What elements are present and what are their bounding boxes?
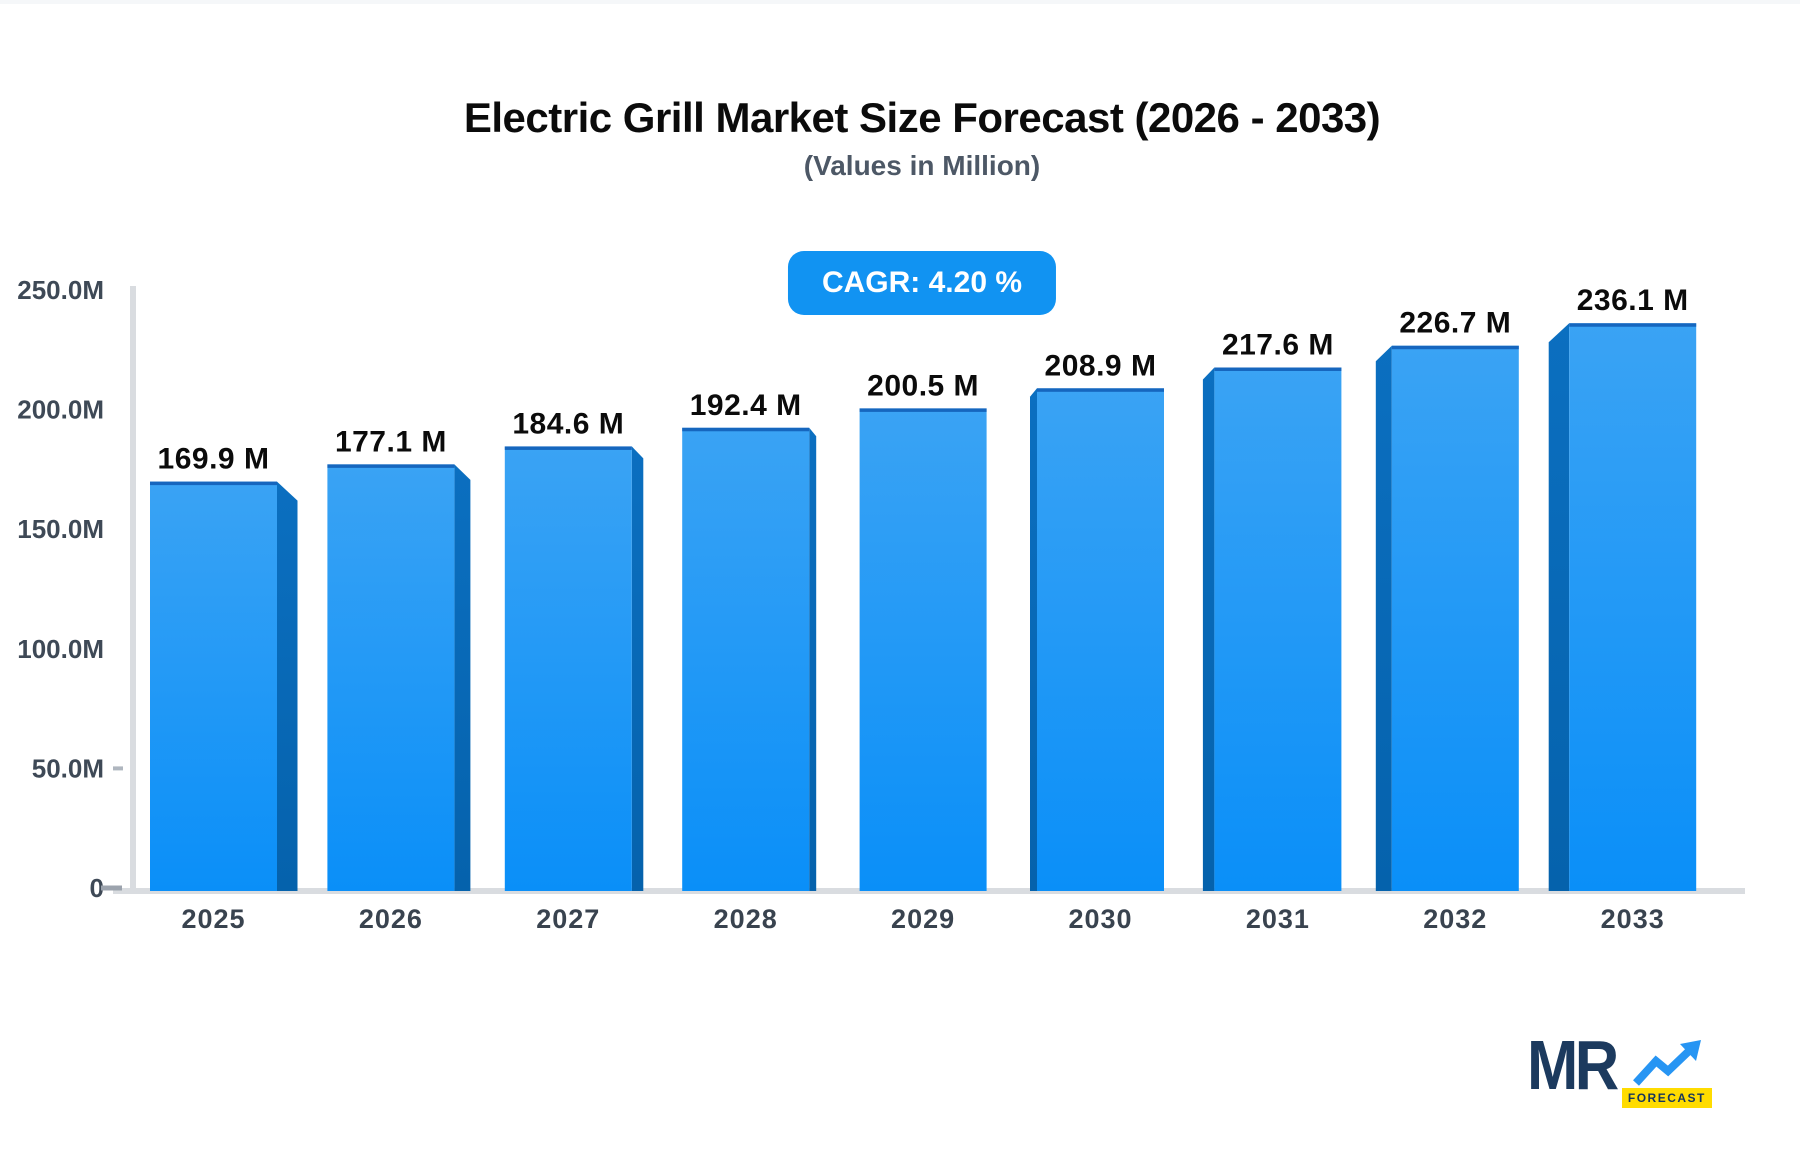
- bar-value-label: 200.5 M: [867, 369, 979, 402]
- x-axis-label: 2028: [714, 904, 778, 934]
- y-axis-line: [130, 286, 136, 894]
- x-axis-label: 2032: [1423, 904, 1487, 934]
- bar-2026: [327, 464, 471, 891]
- bar-value-label: 208.9 M: [1045, 349, 1157, 382]
- bar-2029: [859, 408, 987, 891]
- x-axis-label: 2025: [181, 904, 245, 934]
- bar-value-label: 177.1 M: [335, 425, 447, 458]
- y-tick-mark: [101, 885, 122, 891]
- bar-value-label: 217.6 M: [1222, 329, 1334, 362]
- y-tick-label: 250.0M: [17, 275, 104, 305]
- bar-2032: [1375, 345, 1519, 891]
- mr-forecast-logo: MR FORECAST: [1527, 1026, 1712, 1108]
- top-edge-strip: [0, 0, 1800, 4]
- y-tick-label: 0: [90, 873, 104, 903]
- logo-forecast-badge: FORECAST: [1621, 1088, 1712, 1108]
- x-axis-label: 2026: [359, 904, 423, 934]
- bar-2027: [504, 446, 644, 891]
- x-axis-label: 2031: [1246, 904, 1310, 934]
- x-axis-label: 2029: [891, 904, 955, 934]
- chart-title: Electric Grill Market Size Forecast (202…: [463, 94, 1381, 141]
- bar-2028: [682, 427, 817, 891]
- y-tick-label: 150.0M: [17, 514, 104, 544]
- bar-2033: [1548, 323, 1697, 892]
- logo-mr-text: MR: [1527, 1026, 1619, 1104]
- bar-value-label: 184.6 M: [512, 407, 624, 440]
- bar-value-label: 226.7 M: [1399, 307, 1511, 340]
- y-tick-label: 200.0M: [17, 395, 104, 425]
- bar-2030: [1030, 388, 1164, 891]
- x-axis-label: 2030: [1068, 904, 1132, 934]
- bar-2025: [150, 481, 298, 891]
- bar-value-label: 192.4 M: [690, 389, 802, 422]
- cagr-badge: CAGR: 4.20 %: [787, 251, 1057, 315]
- x-axis-label: 2027: [536, 904, 600, 934]
- x-axis-label: 2033: [1601, 904, 1665, 934]
- logo-right-block: FORECAST: [1621, 1039, 1712, 1108]
- y-tick-label: 50.0M: [32, 753, 104, 783]
- bar-value-label: 169.9 M: [158, 443, 270, 476]
- bar-2031: [1202, 367, 1342, 891]
- y-tick-label: 100.0M: [17, 634, 104, 664]
- trend-up-arrow-icon: [1632, 1040, 1701, 1086]
- chart-subtitle: (Values in Million): [803, 150, 1041, 181]
- y-tick-mark: [113, 766, 123, 771]
- bar-value-label: 236.1 M: [1577, 284, 1689, 317]
